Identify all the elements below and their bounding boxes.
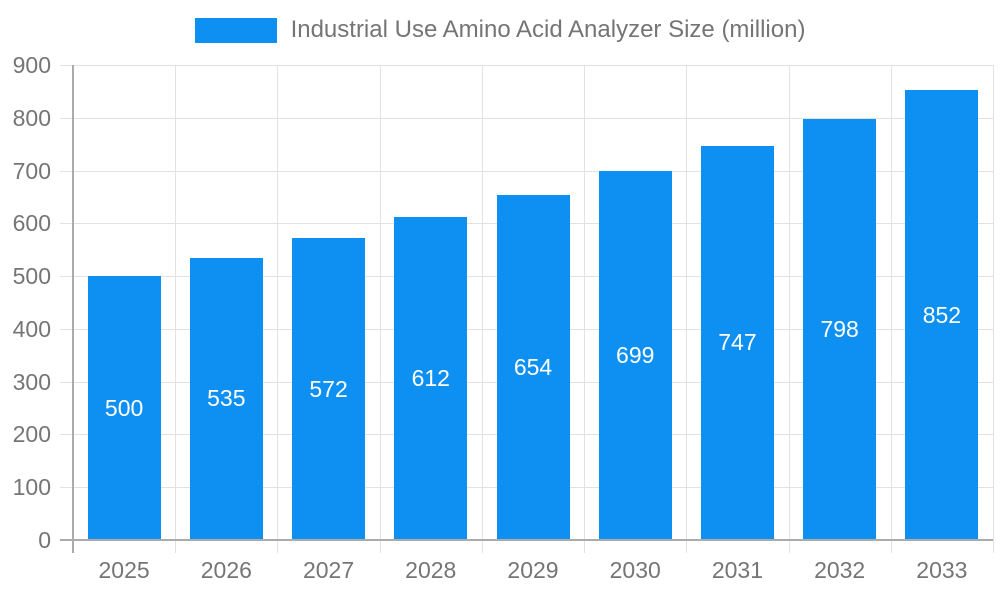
x-axis-tick-label: 2026 (200, 557, 252, 583)
y-axis-tick-label: 600 (12, 210, 51, 237)
bar-2025[interactable]: 500 (87, 276, 161, 540)
y-axis-tick-label: 100 (12, 474, 51, 501)
y-axis-tick-label: 200 (12, 421, 51, 448)
bar-2030[interactable]: 699 (598, 171, 672, 540)
bar-value-label: 852 (922, 301, 962, 328)
x-axis-line (60, 539, 993, 541)
x-axis-tick-label: 2028 (405, 557, 457, 583)
x-gridline (584, 65, 586, 553)
y-axis-line (72, 65, 74, 553)
bar-value-label: 500 (104, 394, 144, 421)
bar-2027[interactable]: 572 (292, 238, 366, 540)
x-gridline (686, 65, 688, 553)
y-axis-tick-label: 700 (12, 157, 51, 184)
x-axis-tick-label: 2032 (814, 557, 866, 583)
x-gridline (993, 65, 994, 553)
bar-2026[interactable]: 535 (189, 257, 263, 540)
y-gridline (60, 117, 993, 119)
bar-2031[interactable]: 747 (700, 145, 774, 540)
bar-value-label: 798 (820, 315, 859, 342)
bar-value-label: 654 (513, 353, 553, 380)
y-axis-tick-label: 800 (12, 104, 51, 131)
bar-2032[interactable]: 798 (803, 118, 877, 540)
legend-item[interactable]: Industrial Use Amino Acid Analyzer Size … (0, 16, 1000, 44)
x-axis-tick-label: 2029 (507, 557, 559, 583)
x-axis-tick-label: 2027 (302, 557, 355, 583)
x-axis-tick-label: 2031 (711, 557, 764, 583)
bar-value-label: 612 (411, 365, 450, 391)
x-gridline (277, 65, 279, 553)
y-axis-tick-label: 400 (12, 315, 51, 342)
x-gridline (481, 65, 483, 553)
y-axis-tick-label: 900 (12, 52, 51, 78)
x-axis-tick-label: 2030 (609, 557, 661, 583)
bar-2029[interactable]: 654 (496, 194, 570, 540)
bar-2033[interactable]: 852 (905, 90, 979, 540)
x-gridline (379, 65, 381, 553)
bar-value-label: 572 (309, 375, 348, 402)
y-axis-tick-label: 500 (12, 263, 51, 290)
bar-2028[interactable]: 612 (394, 217, 468, 540)
y-gridline (60, 65, 993, 66)
legend-swatch-icon (194, 17, 277, 43)
x-gridline (890, 65, 892, 553)
bar-value-label: 699 (616, 342, 655, 369)
y-gridline (60, 170, 993, 172)
legend-label: Industrial Use Amino Acid Analyzer Size … (290, 16, 806, 43)
y-axis-tick-label: 0 (38, 527, 51, 553)
x-gridline (788, 65, 790, 553)
bar-value-label: 747 (718, 329, 757, 356)
x-gridline (175, 65, 177, 553)
y-axis-tick-label: 300 (12, 368, 51, 395)
x-axis-tick-label: 2025 (98, 557, 150, 583)
x-axis-tick-label: 2033 (916, 557, 968, 583)
bar-value-label: 535 (207, 385, 246, 412)
